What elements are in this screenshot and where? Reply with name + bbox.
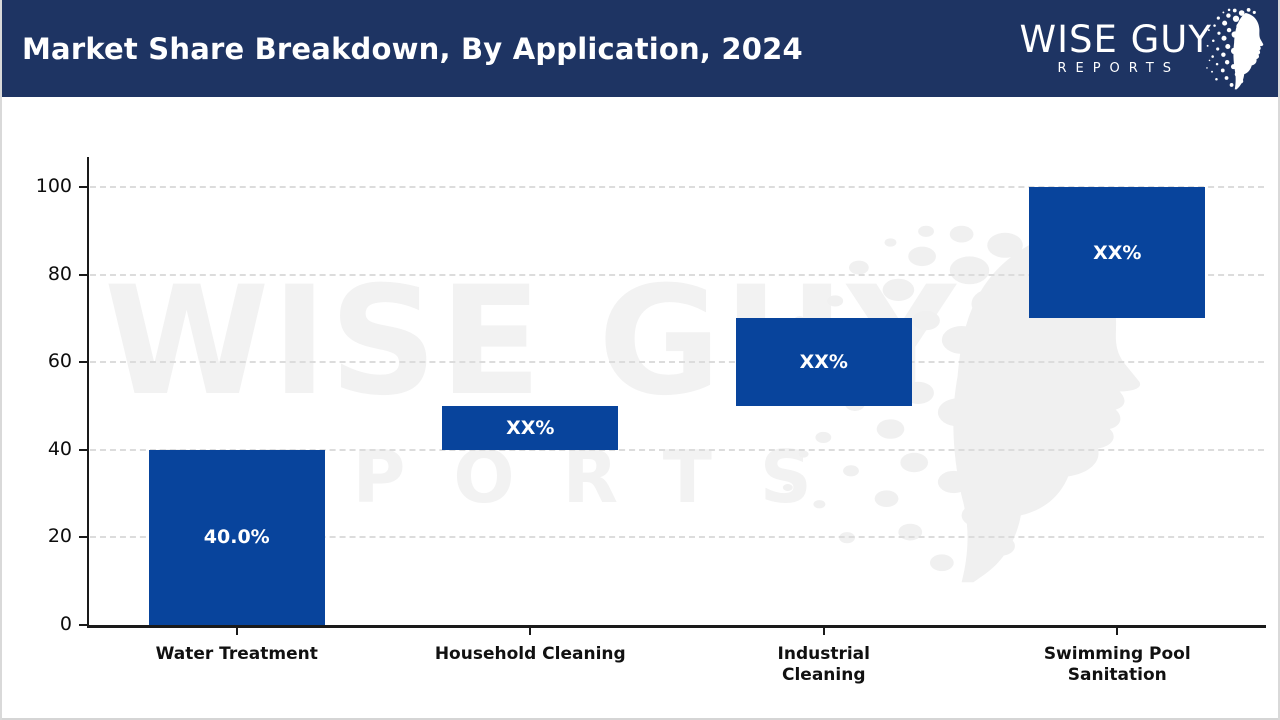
x-axis-category-label-industrial-cleaning: Industrial Cleaning: [777, 644, 870, 685]
gridline-20: [90, 536, 1264, 539]
bar-value-label-industrial-cleaning: XX%: [799, 351, 848, 374]
y-axis-tick-label-0: 0: [59, 613, 72, 635]
x-axis-category-label-water-treatment: Water Treatment: [155, 644, 318, 664]
logo-wordmark: WISE GUY: [1019, 18, 1212, 61]
logo-text: WISE GUY REPORTS: [1020, 21, 1212, 76]
wise-guy-reports-logo: WISE GUY REPORTS: [1020, 7, 1268, 90]
bar-value-label-swimming-pool-sanitation: XX%: [1093, 241, 1142, 264]
bar-industrial-cleaning: XX%: [735, 318, 912, 406]
gridline-80: [90, 273, 1264, 276]
y-tick-mark-0: [79, 624, 87, 626]
logo-subtext: REPORTS: [1057, 61, 1181, 76]
y-axis-tick-label-60: 60: [47, 350, 72, 373]
gridline-60: [90, 361, 1264, 364]
chart-title: Market Share Breakdown, By Application, …: [22, 31, 803, 66]
y-tick-mark-60: [79, 361, 87, 364]
bar-value-label-household-cleaning: XX%: [506, 416, 555, 439]
gridline-100: [90, 186, 1264, 188]
y-tick-mark-20: [79, 536, 87, 539]
x-axis-category-label-swimming-pool-sanitation: Swimming Pool Sanitation: [1043, 644, 1191, 685]
y-axis-tick-label-40: 40: [47, 437, 72, 460]
x-tick-mark-swimming-pool-sanitation: [1116, 628, 1119, 635]
dotted-head-icon: [1206, 7, 1264, 89]
y-axis-line: [87, 157, 89, 627]
bar-swimming-pool-sanitation: XX%: [1029, 187, 1206, 319]
header-banner: Market Share Breakdown, By Application, …: [2, 0, 1278, 97]
bottom-border: [2, 718, 1278, 720]
y-axis-tick-label-80: 80: [47, 262, 72, 285]
waterfall-chart: WISE GUY REPORTS 0 20 40 60 80 100 40.0% Water …: [2, 97, 1278, 718]
x-axis-category-label-household-cleaning: Household Cleaning: [434, 644, 626, 664]
gridline-40: [90, 448, 1264, 451]
y-tick-mark-80: [79, 273, 87, 276]
bar-household-cleaning: XX%: [442, 406, 619, 450]
y-axis-tick-label-100: 100: [35, 175, 72, 197]
x-axis-line: [87, 625, 1266, 628]
x-tick-mark-household-cleaning: [529, 628, 532, 635]
bar-value-label-water-treatment: 40.0%: [203, 526, 270, 549]
y-tick-mark-100: [79, 186, 87, 188]
y-tick-mark-40: [79, 448, 87, 451]
bar-water-treatment: 40.0%: [148, 449, 325, 625]
y-axis-tick-label-20: 20: [47, 525, 72, 548]
x-tick-mark-water-treatment: [235, 628, 238, 635]
x-tick-mark-industrial-cleaning: [822, 628, 825, 635]
